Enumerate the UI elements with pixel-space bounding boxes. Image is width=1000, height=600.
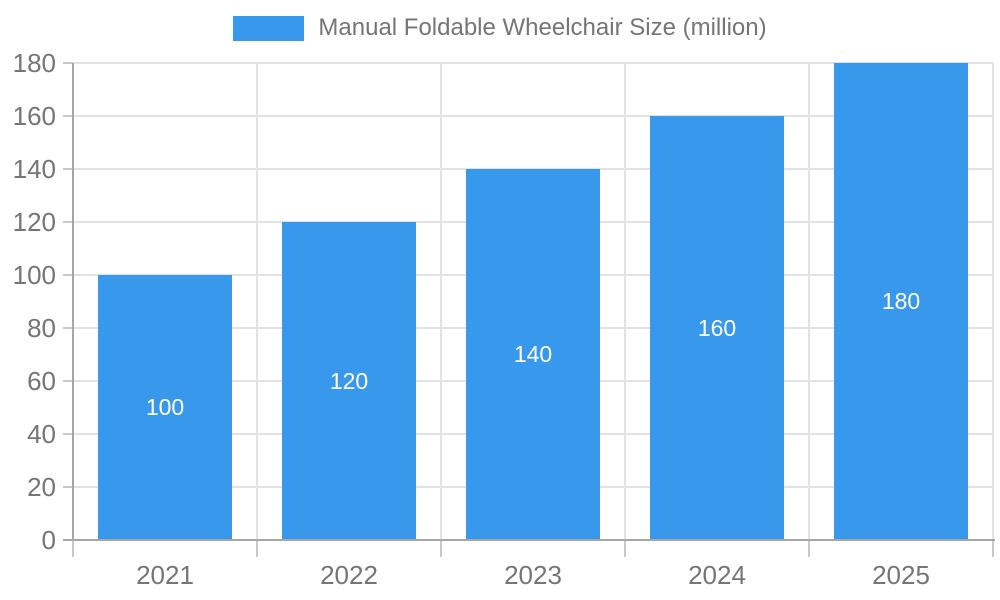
- x-axis-tick: [440, 540, 442, 557]
- bar[interactable]: 160: [650, 116, 784, 540]
- x-axis-tick: [992, 540, 994, 557]
- y-axis-label: 0: [41, 525, 56, 555]
- bar[interactable]: 100: [98, 275, 232, 540]
- bar[interactable]: 120: [282, 222, 416, 540]
- y-axis-tick: [63, 62, 73, 64]
- y-axis-tick: [63, 380, 73, 382]
- y-axis-tick: [63, 486, 73, 488]
- gridline-vertical: [256, 63, 258, 540]
- y-axis-label: 100: [12, 260, 56, 290]
- x-axis-line: [63, 539, 995, 541]
- bar-value-label: 120: [329, 367, 369, 394]
- x-axis-label: 2025: [872, 560, 930, 590]
- y-axis-label: 20: [27, 472, 56, 502]
- y-axis-label: 80: [27, 313, 56, 343]
- bar-value-label: 100: [145, 394, 185, 420]
- gridline-horizontal: [73, 62, 993, 64]
- y-axis-tick: [63, 274, 73, 276]
- y-axis-label: 120: [12, 207, 56, 237]
- x-axis-label: 2022: [320, 560, 378, 590]
- gridline-vertical: [808, 63, 810, 540]
- gridline-vertical: [624, 63, 626, 540]
- x-axis-label: 2024: [688, 560, 746, 590]
- y-axis-tick: [63, 433, 73, 435]
- legend-label: Manual Foldable Wheelchair Size (million…: [318, 14, 767, 41]
- bar-value-label: 180: [881, 288, 921, 314]
- y-axis-label: 60: [27, 366, 56, 396]
- x-axis-tick: [624, 540, 626, 557]
- y-axis-tick: [63, 168, 73, 170]
- chart-legend: Manual Foldable Wheelchair Size (million…: [0, 14, 1000, 42]
- y-axis-label: 40: [27, 419, 56, 449]
- y-axis-line: [72, 63, 74, 541]
- y-axis-tick: [63, 327, 73, 329]
- legend-swatch: [233, 15, 305, 41]
- bar-value-label: 140: [513, 341, 553, 367]
- bar[interactable]: 180: [834, 63, 968, 540]
- y-axis-label: 160: [12, 101, 56, 131]
- bar[interactable]: 140: [466, 169, 600, 540]
- x-axis-tick: [72, 540, 74, 557]
- x-axis-label: 2021: [136, 560, 194, 590]
- gridline-vertical: [992, 63, 994, 540]
- y-axis-tick: [63, 221, 73, 223]
- y-axis-tick: [63, 115, 73, 117]
- x-axis-tick: [256, 540, 258, 557]
- y-axis-label: 140: [12, 154, 56, 184]
- x-axis-tick: [808, 540, 810, 557]
- x-axis-label: 2023: [504, 560, 562, 590]
- gridline-vertical: [440, 63, 442, 540]
- gridline-horizontal: [73, 115, 993, 117]
- bar-value-label: 160: [697, 314, 737, 341]
- y-axis-label: 180: [12, 48, 56, 78]
